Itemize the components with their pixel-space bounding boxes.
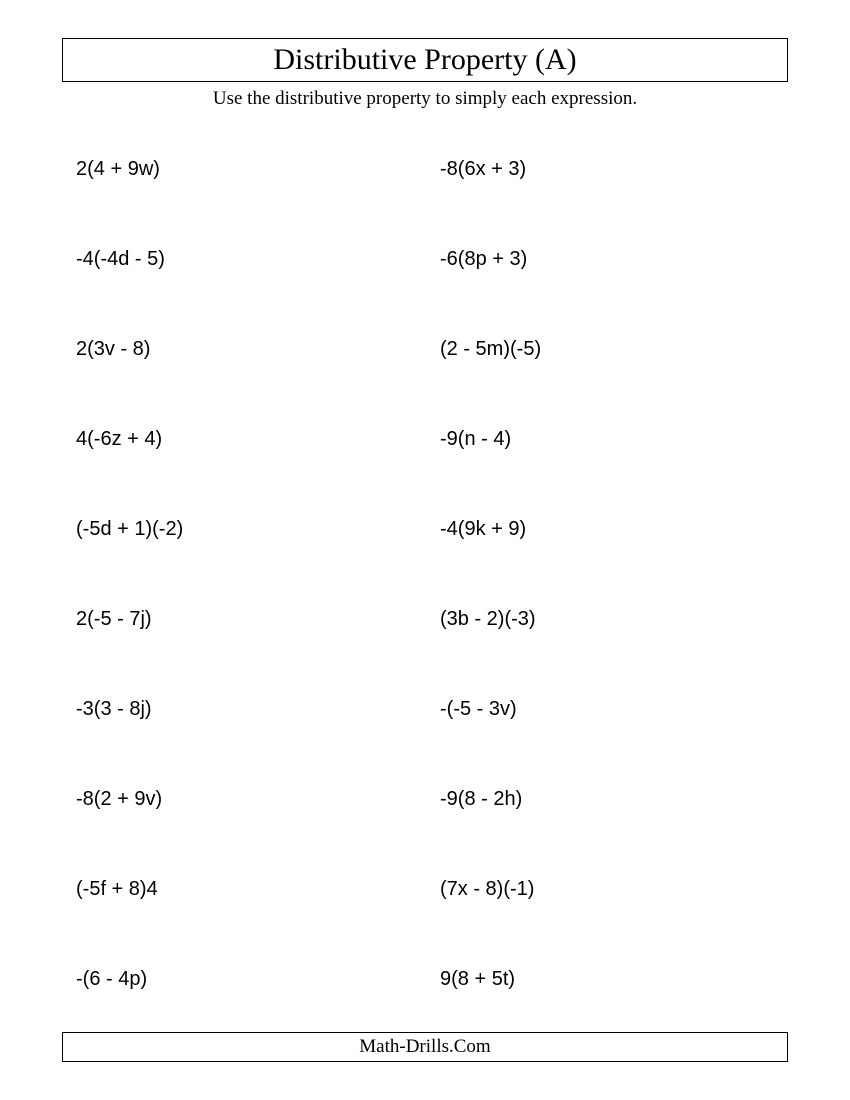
problem-right-5: -4(9k + 9) [440,518,774,541]
problems-grid: 2(4 + 9w) -8(6x + 3) -4(-4d - 5) -6(8p +… [62,158,788,991]
problem-left-9: (-5f + 8)4 [76,878,410,901]
problem-left-3: 2(3v - 8) [76,338,410,361]
footer-text: Math-Drills.Com [63,1036,787,1058]
problem-left-8: -8(2 + 9v) [76,788,410,811]
problem-left-5: (-5d + 1)(-2) [76,518,410,541]
problem-right-8: -9(8 - 2h) [440,788,774,811]
problem-left-6: 2(-5 - 7j) [76,608,410,631]
problem-left-4: 4(-6z + 4) [76,428,410,451]
problem-right-6: (3b - 2)(-3) [440,608,774,631]
problem-left-1: 2(4 + 9w) [76,158,410,181]
worksheet-title: Distributive Property (A) [63,43,787,77]
problem-left-2: -4(-4d - 5) [76,248,410,271]
problem-right-4: -9(n - 4) [440,428,774,451]
problem-right-9: (7x - 8)(-1) [440,878,774,901]
problem-right-3: (2 - 5m)(-5) [440,338,774,361]
problem-right-10: 9(8 + 5t) [440,968,774,991]
problem-left-10: -(6 - 4p) [76,968,410,991]
problem-right-1: -8(6x + 3) [440,158,774,181]
title-box: Distributive Property (A) [62,38,788,82]
problem-right-2: -6(8p + 3) [440,248,774,271]
instructions-text: Use the distributive property to simply … [62,88,788,110]
footer-box: Math-Drills.Com [62,1032,788,1062]
problem-left-7: -3(3 - 8j) [76,698,410,721]
problem-right-7: -(-5 - 3v) [440,698,774,721]
